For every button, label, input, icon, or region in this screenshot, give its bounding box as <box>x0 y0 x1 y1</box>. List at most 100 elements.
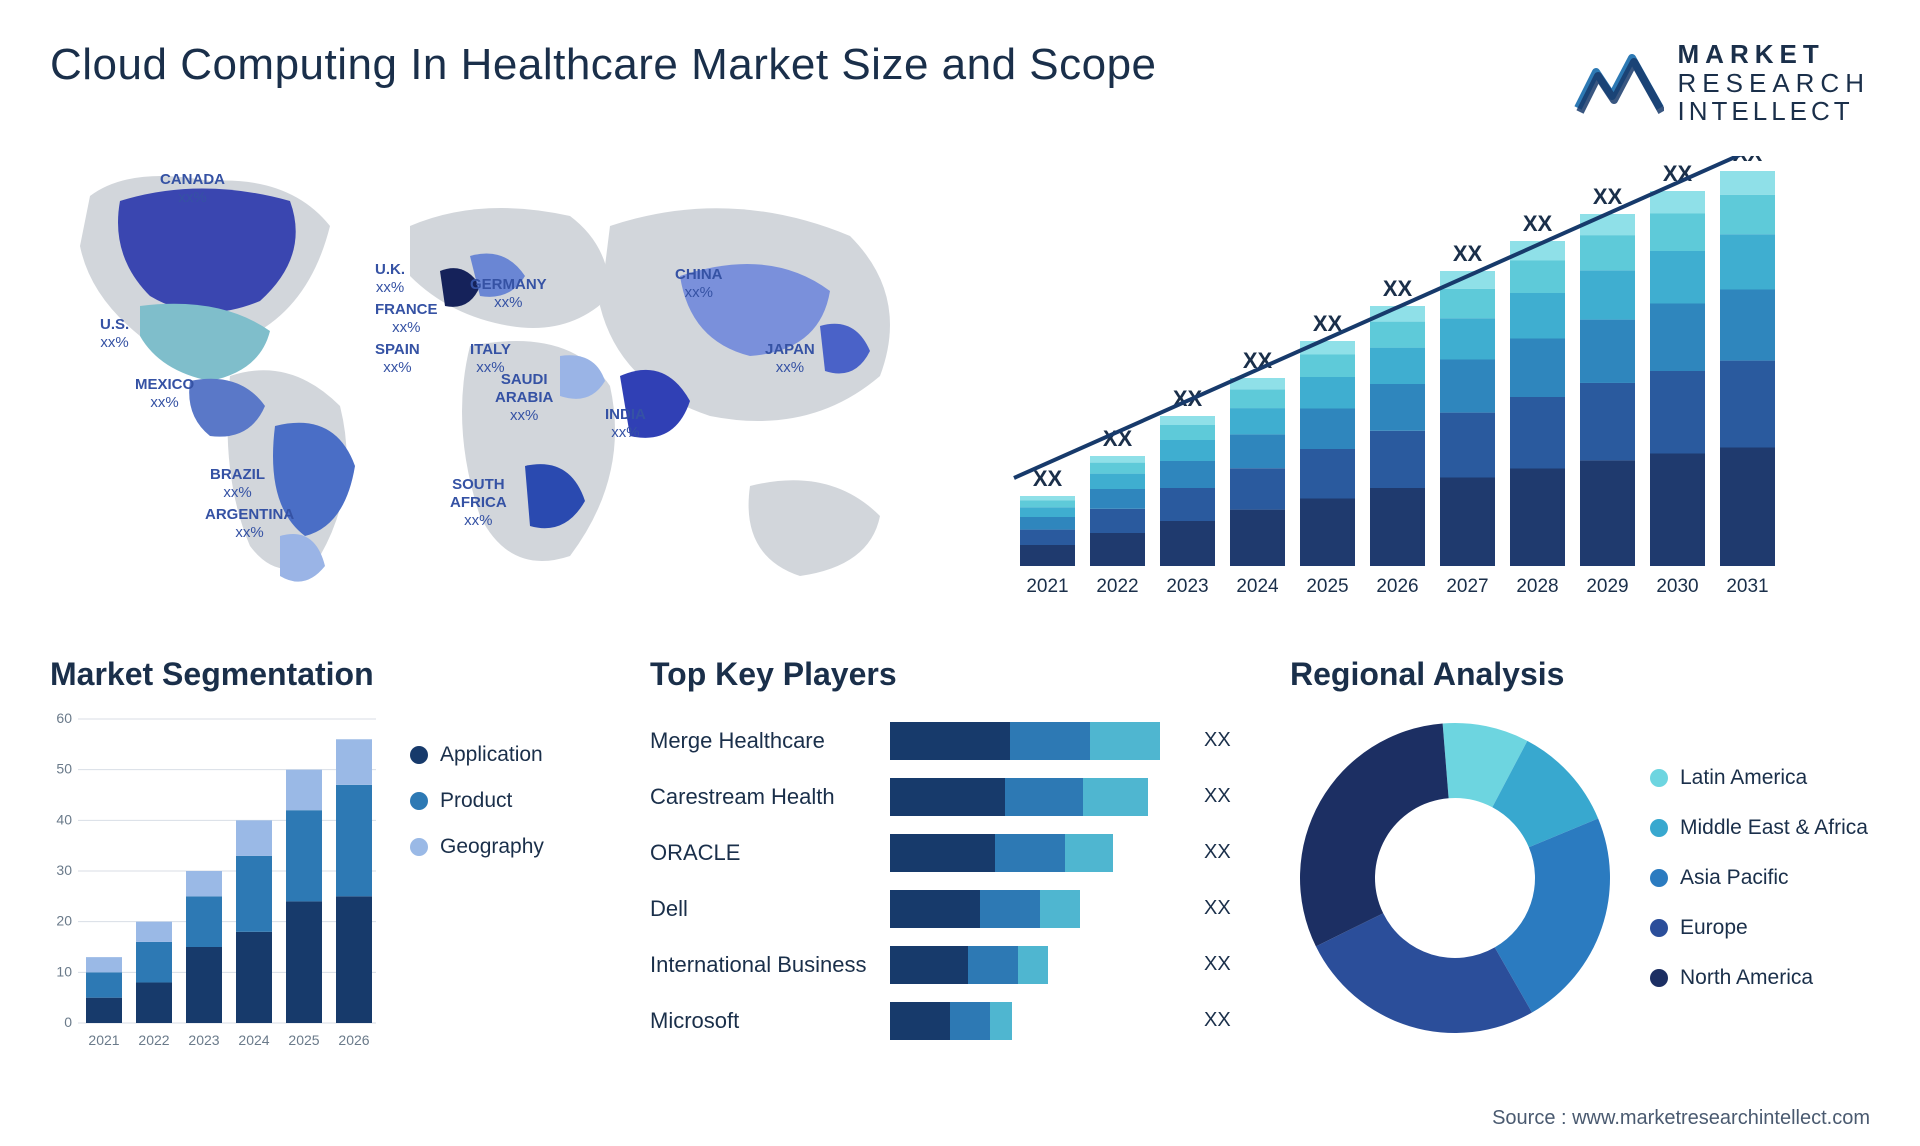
player-bar <box>890 890 1190 928</box>
map-label: BRAZILxx% <box>210 466 265 502</box>
player-bar-segment <box>990 1002 1012 1040</box>
header: Cloud Computing In Healthcare Market Siz… <box>50 40 1870 126</box>
player-bar-segment <box>1005 778 1083 816</box>
legend-label: Application <box>440 743 543 767</box>
player-value: XX <box>1204 1009 1231 1032</box>
svg-text:60: 60 <box>56 713 72 726</box>
legend-item: Application <box>410 743 544 767</box>
player-bar-segment <box>995 834 1065 872</box>
growth-chart: XX2021XX2022XX2023XX2024XX2025XX2026XX20… <box>980 156 1870 606</box>
legend-swatch <box>1650 969 1668 987</box>
svg-text:2023: 2023 <box>1166 576 1208 597</box>
legend-label: Latin America <box>1680 766 1807 790</box>
svg-text:2021: 2021 <box>88 1032 119 1048</box>
map-label: SPAINxx% <box>375 341 420 377</box>
player-bar-segment <box>890 834 995 872</box>
players-title: Top Key Players <box>650 656 1250 693</box>
players-list: Merge HealthcareXXCarestream HealthXXORA… <box>650 713 1250 1043</box>
legend-label: North America <box>1680 966 1813 990</box>
legend-label: Product <box>440 789 512 813</box>
svg-text:10: 10 <box>56 963 72 979</box>
legend-item: Geography <box>410 835 544 859</box>
player-bar-segment <box>1090 722 1160 760</box>
brand-line2: RESEARCH <box>1678 69 1870 98</box>
map-label: FRANCExx% <box>375 301 438 337</box>
legend-swatch <box>1650 919 1668 937</box>
page-title: Cloud Computing In Healthcare Market Siz… <box>50 40 1157 90</box>
player-bar <box>890 834 1190 872</box>
player-row: DellXX <box>650 887 1250 931</box>
svg-text:2022: 2022 <box>138 1032 169 1048</box>
player-name: Dell <box>650 896 880 922</box>
player-row: MicrosoftXX <box>650 999 1250 1043</box>
world-map-panel: CANADAxx% U.S.xx%MEXICOxx% BRAZILxx% ARGENT… <box>50 156 920 606</box>
legend-swatch <box>1650 819 1668 837</box>
svg-text:20: 20 <box>56 912 72 928</box>
growth-chart-panel: XX2021XX2022XX2023XX2024XX2025XX2026XX20… <box>980 156 1870 606</box>
svg-text:2022: 2022 <box>1096 576 1138 597</box>
player-name: ORACLE <box>650 840 880 866</box>
legend-swatch <box>1650 769 1668 787</box>
segmentation-panel: Market Segmentation 0102030405060 202120… <box>50 656 610 1086</box>
player-bar <box>890 946 1190 984</box>
map-label: GERMANYxx% <box>470 276 547 312</box>
player-bar-segment <box>890 946 968 984</box>
map-label: CHINAxx% <box>675 266 723 302</box>
svg-text:2030: 2030 <box>1656 576 1698 597</box>
player-bar-segment <box>968 946 1018 984</box>
svg-text:2027: 2027 <box>1446 576 1488 597</box>
legend-item: North America <box>1650 966 1868 990</box>
top-row: CANADAxx% U.S.xx%MEXICOxx% BRAZILxx% ARGENT… <box>50 156 1870 606</box>
svg-text:XX: XX <box>1383 276 1413 301</box>
legend-item: Latin America <box>1650 766 1868 790</box>
player-value: XX <box>1204 841 1231 864</box>
svg-text:XX: XX <box>1593 184 1623 209</box>
brand-line1: MARKET <box>1678 40 1870 69</box>
svg-text:2031: 2031 <box>1726 576 1768 597</box>
player-value: XX <box>1204 785 1231 808</box>
legend-swatch <box>410 792 428 810</box>
svg-text:XX: XX <box>1523 211 1553 236</box>
svg-text:2023: 2023 <box>188 1032 219 1048</box>
map-label: CANADAxx% <box>160 171 225 207</box>
player-bar-segment <box>1010 722 1090 760</box>
segmentation-title: Market Segmentation <box>50 656 610 693</box>
regional-donut <box>1290 713 1620 1043</box>
svg-text:2025: 2025 <box>1306 576 1348 597</box>
legend-swatch <box>410 746 428 764</box>
legend-swatch <box>1650 869 1668 887</box>
legend-label: Geography <box>440 835 544 859</box>
player-bar-segment <box>890 890 980 928</box>
svg-text:2024: 2024 <box>238 1032 269 1048</box>
svg-text:2029: 2029 <box>1586 576 1628 597</box>
svg-text:2021: 2021 <box>1026 576 1068 597</box>
segmentation-legend: Application Product Geography <box>410 713 544 1086</box>
player-bar <box>890 778 1190 816</box>
player-bar-segment <box>1083 778 1148 816</box>
segmentation-chart: 0102030405060 202120222023202420252026 <box>50 713 380 1053</box>
map-label: U.S.xx% <box>100 316 129 352</box>
svg-text:2026: 2026 <box>1376 576 1418 597</box>
player-bar-segment <box>890 778 1005 816</box>
svg-text:50: 50 <box>56 760 72 776</box>
player-bar-segment <box>1018 946 1048 984</box>
map-label: SAUDIARABIAxx% <box>495 371 553 425</box>
map-label: MEXICOxx% <box>135 376 194 412</box>
regional-legend: Latin AmericaMiddle East & AfricaAsia Pa… <box>1650 766 1868 990</box>
map-label: SOUTHAFRICAxx% <box>450 476 507 530</box>
legend-label: Europe <box>1680 916 1748 940</box>
legend-item: Asia Pacific <box>1650 866 1868 890</box>
player-bar-segment <box>890 1002 950 1040</box>
map-label: ARGENTINAxx% <box>205 506 294 542</box>
player-value: XX <box>1204 953 1231 976</box>
svg-text:2025: 2025 <box>288 1032 319 1048</box>
svg-text:30: 30 <box>56 862 72 878</box>
legend-item: Europe <box>1650 916 1868 940</box>
player-bar <box>890 1002 1190 1040</box>
svg-text:XX: XX <box>1453 241 1483 266</box>
regional-title: Regional Analysis <box>1290 656 1870 693</box>
regional-panel: Regional Analysis Latin AmericaMiddle Ea… <box>1290 656 1870 1086</box>
player-value: XX <box>1204 729 1231 752</box>
player-bar-segment <box>1040 890 1080 928</box>
player-name: International Business <box>650 952 880 978</box>
